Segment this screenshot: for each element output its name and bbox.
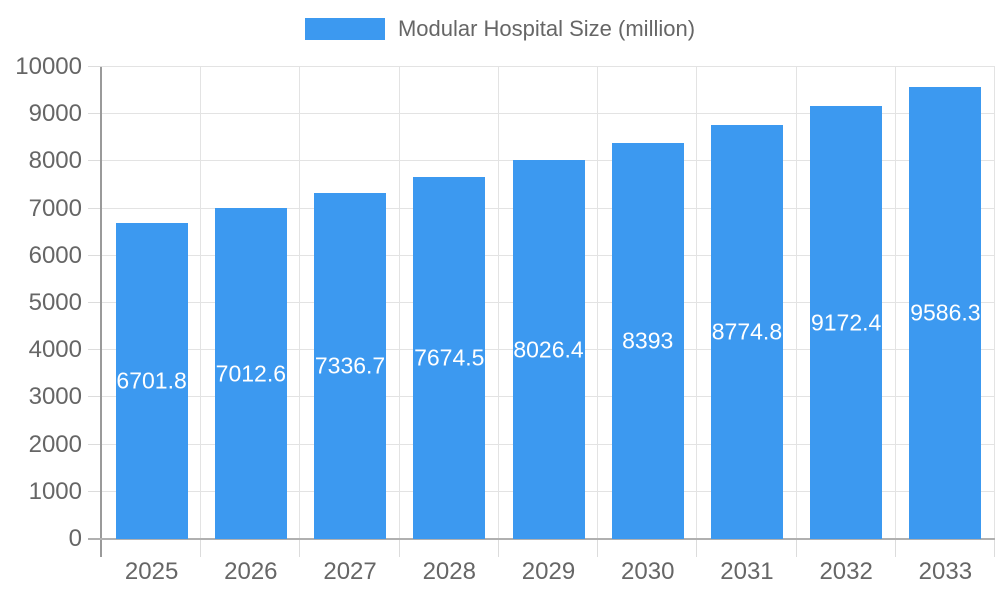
x-tick-mark: [696, 539, 698, 557]
x-tick-mark: [894, 539, 896, 557]
x-tick-label: 2028: [422, 558, 476, 585]
bar-value-label: 7336.7: [314, 352, 386, 379]
x-axis-line: [88, 538, 995, 540]
x-gridline: [795, 67, 797, 539]
y-tick-mark: [88, 349, 102, 351]
legend-item[interactable]: Modular Hospital Size (million): [0, 18, 1000, 40]
y-tick-label: 2000: [28, 430, 82, 458]
x-tick-mark: [398, 539, 400, 557]
bar-value-label: 8774.8: [711, 318, 783, 345]
y-tick-label: 1000: [28, 477, 82, 505]
y-tick-mark: [88, 113, 102, 115]
x-tick-label: 2032: [819, 558, 873, 585]
legend-swatch: [304, 18, 385, 40]
y-tick-label: 6000: [28, 241, 82, 269]
bar-value-label: 7012.6: [215, 360, 287, 386]
y-tick-label: 7000: [28, 194, 82, 222]
x-tick-label: 2033: [918, 558, 973, 585]
x-tick-label: 2029: [521, 558, 576, 585]
x-tick-label: 2030: [621, 558, 675, 585]
y-tick-label: 3000: [28, 383, 82, 411]
bar: [314, 192, 387, 539]
y-tick-mark: [88, 160, 102, 162]
x-tick-mark: [795, 539, 797, 557]
x-tick-label: 2027: [323, 558, 377, 585]
bar: [214, 208, 287, 539]
x-gridline: [398, 67, 400, 539]
y-tick-mark: [88, 490, 102, 492]
bar: [909, 86, 982, 539]
y-tick-mark: [88, 443, 102, 445]
y-tick-label: 4000: [28, 336, 82, 364]
bar: [512, 160, 585, 539]
x-gridline: [597, 67, 599, 539]
x-gridline: [299, 67, 301, 539]
x-tick-label: 2025: [124, 558, 179, 585]
bar: [710, 124, 783, 539]
y-tick-label: 8000: [28, 147, 82, 175]
y-axis-line: [100, 67, 102, 557]
bar-value-label: 7674.5: [414, 344, 485, 371]
x-tick-mark: [597, 539, 599, 557]
y-tick-label: 0: [68, 525, 82, 552]
x-tick-mark: [497, 539, 499, 557]
y-tick-mark: [88, 207, 102, 209]
bar-value-label: 9172.4: [810, 309, 882, 336]
bar: [115, 222, 188, 539]
x-tick-mark: [299, 539, 301, 557]
bar: [810, 106, 883, 539]
x-gridline: [894, 67, 896, 539]
x-gridline: [200, 67, 202, 539]
y-tick-label: 5000: [28, 289, 82, 316]
bar-value-label: 6701.8: [116, 367, 187, 394]
x-tick-label: 2031: [720, 558, 774, 585]
y-tick-mark: [88, 254, 102, 256]
bar: [611, 142, 684, 539]
x-gridline: [696, 67, 698, 539]
bar: [413, 176, 486, 539]
x-tick-label: 2026: [224, 558, 278, 585]
y-tick-label: 9000: [28, 100, 82, 128]
x-gridline: [497, 67, 499, 539]
y-tick-label: 10000: [15, 53, 82, 80]
y-gridline: [102, 66, 995, 67]
legend-label: Modular Hospital Size (million): [397, 16, 696, 41]
y-tick-mark: [88, 396, 102, 398]
x-gridline: [994, 67, 995, 539]
bar-value-label: 8026.4: [513, 336, 584, 363]
y-gridline: [102, 113, 995, 115]
y-tick-mark: [88, 66, 102, 67]
x-tick-mark: [994, 539, 995, 557]
x-tick-mark: [200, 539, 202, 557]
bar-value-label: 9586.3: [910, 299, 981, 326]
bar-value-label: 8393: [622, 327, 674, 354]
y-tick-mark: [88, 302, 102, 303]
